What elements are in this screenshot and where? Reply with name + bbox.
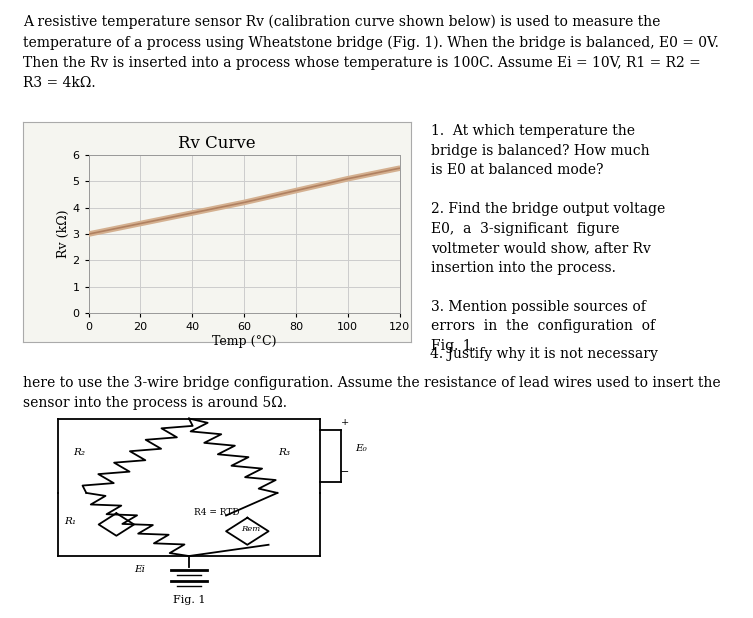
- Text: R₃: R₃: [279, 447, 291, 457]
- Y-axis label: Rv (kΩ): Rv (kΩ): [56, 210, 70, 258]
- Text: +: +: [340, 418, 349, 427]
- Text: Ei: Ei: [134, 565, 145, 574]
- Text: R₁: R₁: [64, 517, 76, 527]
- Text: R₂: R₂: [73, 447, 85, 457]
- Text: here to use the 3-wire bridge configuration. Assume the resistance of lead wires: here to use the 3-wire bridge configurat…: [23, 376, 720, 410]
- Text: −: −: [340, 467, 349, 477]
- X-axis label: Temp (°C): Temp (°C): [212, 335, 276, 348]
- Text: Fig. 1: Fig. 1: [172, 595, 205, 606]
- Text: Rv Curve: Rv Curve: [178, 135, 256, 152]
- Text: R4 = RTD: R4 = RTD: [194, 509, 240, 517]
- Text: Rem: Rem: [241, 525, 261, 533]
- Text: 4. Justify why it is not necessary: 4. Justify why it is not necessary: [429, 347, 657, 362]
- Text: E₀: E₀: [355, 444, 367, 453]
- Text: A resistive temperature sensor Rv (calibration curve shown below) is used to mea: A resistive temperature sensor Rv (calib…: [23, 15, 718, 90]
- Text: 1.  At which temperature the
bridge is balanced? How much
is E0 at balanced mode: 1. At which temperature the bridge is ba…: [431, 124, 666, 353]
